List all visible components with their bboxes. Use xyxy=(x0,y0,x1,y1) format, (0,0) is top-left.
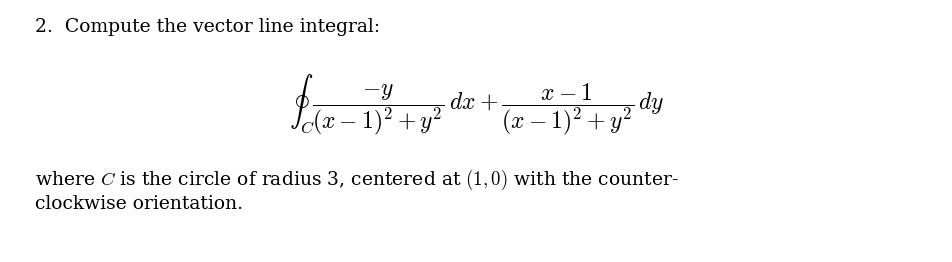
Text: where $C$ is the circle of radius 3, centered at $(1, 0)$ with the counter-: where $C$ is the circle of radius 3, cen… xyxy=(35,168,678,192)
Text: clockwise orientation.: clockwise orientation. xyxy=(35,195,243,213)
Text: $\oint_{C} \dfrac{-y}{(x-1)^2 + y^2}\, dx + \dfrac{x-1}{(x-1)^2 + y^2}\, dy$: $\oint_{C} \dfrac{-y}{(x-1)^2 + y^2}\, d… xyxy=(288,72,664,137)
Text: 2.  Compute the vector line integral:: 2. Compute the vector line integral: xyxy=(35,18,380,36)
